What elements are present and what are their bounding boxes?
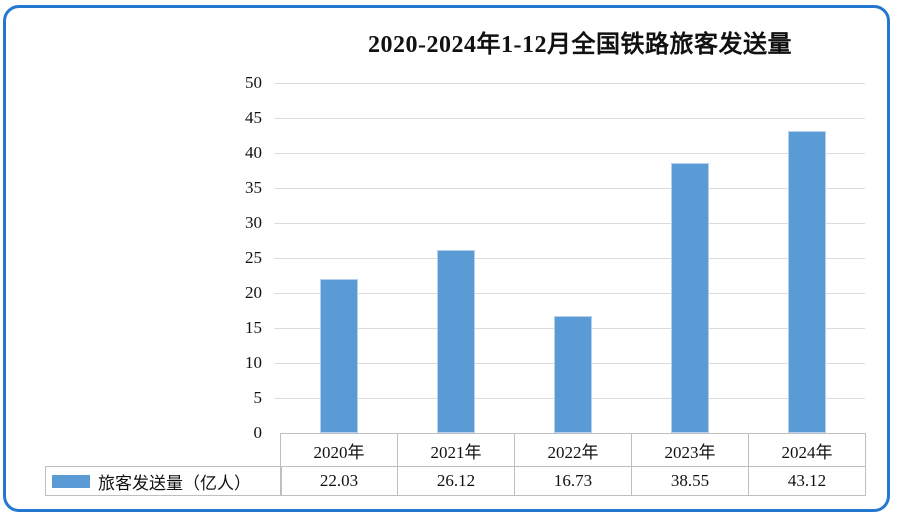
table-header-2022年: 2022年 — [514, 433, 632, 467]
legend-swatch-icon — [52, 474, 90, 488]
y-axis-tick-label: 35 — [245, 178, 262, 197]
gridline-45 — [274, 118, 865, 119]
table-value-2021年: 26.12 — [397, 466, 515, 496]
bar-2022年 — [554, 316, 592, 433]
legend-label: 旅客发送量（亿人） — [98, 473, 251, 493]
y-axis-tick-label: 45 — [245, 108, 262, 127]
legend-cell: 旅客发送量（亿人） — [45, 466, 282, 496]
y-axis-tick-label: 0 — [253, 423, 263, 442]
y-axis-tick-label: 30 — [245, 213, 262, 232]
table-header-2024年: 2024年 — [748, 433, 866, 467]
gridline-50 — [274, 83, 865, 84]
gridline-25 — [274, 258, 865, 259]
table-value-2024年: 43.12 — [748, 466, 866, 496]
table-value-2020年: 22.03 — [280, 466, 398, 496]
y-axis-tick-label: 10 — [245, 353, 262, 372]
y-axis-tick-label: 40 — [245, 143, 262, 162]
bar-2023年 — [671, 163, 709, 433]
chart-title: 2020-2024年1-12月全国铁路旅客发送量 — [368, 32, 792, 58]
table-header-2023年: 2023年 — [631, 433, 749, 467]
table-value-2022年: 16.73 — [514, 466, 632, 496]
bar-2021年 — [437, 250, 475, 433]
gridline-20 — [274, 293, 865, 294]
bar-2024年 — [788, 131, 826, 433]
table-value-2023年: 38.55 — [631, 466, 749, 496]
table-header-2020年: 2020年 — [280, 433, 398, 467]
table-header-2021年: 2021年 — [397, 433, 515, 467]
y-axis-tick-label: 20 — [245, 283, 262, 302]
y-axis-tick-label: 25 — [245, 248, 262, 267]
gridline-40 — [274, 153, 865, 154]
gridline-30 — [274, 223, 865, 224]
y-axis-tick-label: 5 — [253, 388, 263, 407]
y-axis-tick-label: 15 — [245, 318, 262, 337]
gridline-35 — [274, 188, 865, 189]
y-axis-tick-label: 50 — [245, 73, 262, 92]
bar-2020年 — [320, 279, 358, 433]
